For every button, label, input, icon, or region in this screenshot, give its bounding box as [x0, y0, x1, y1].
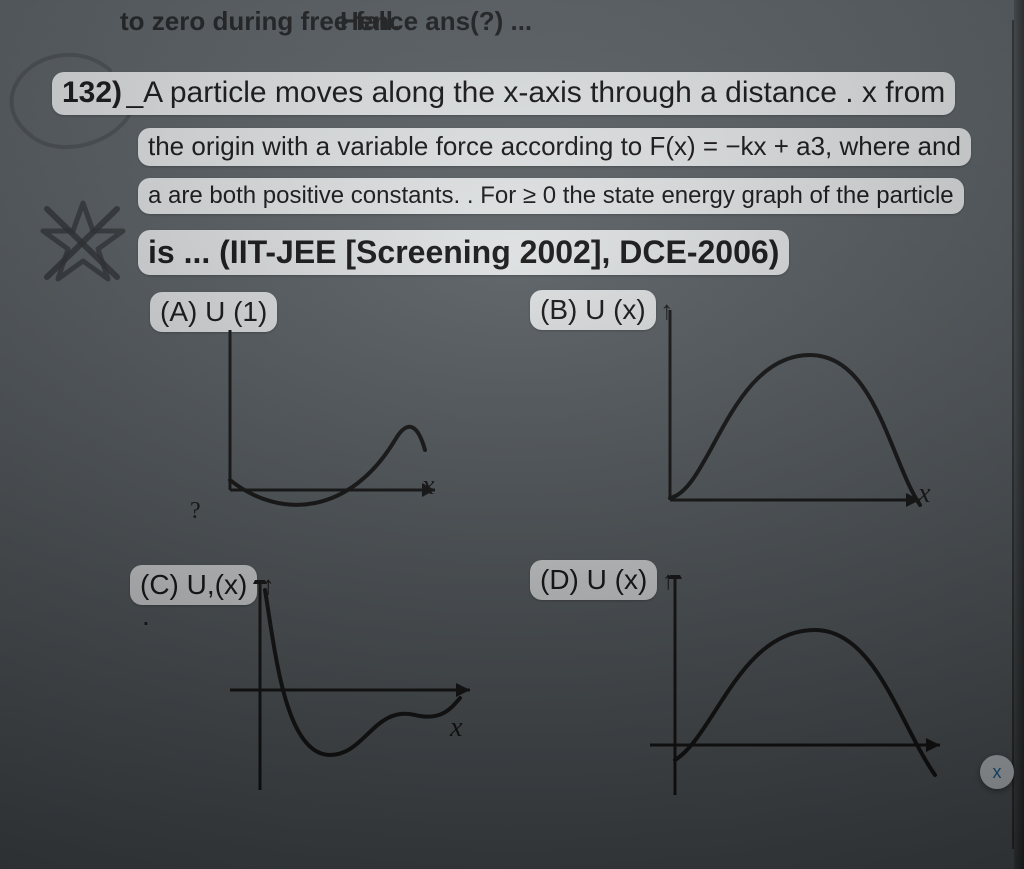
- option-c-plot: [190, 580, 490, 810]
- question-line3-wrap: a are both positive constants. . For ≥ 0…: [138, 178, 964, 214]
- option-a-qmark: ?: [190, 498, 201, 525]
- prev-line-text2: Hence ans(?) ...: [340, 6, 532, 36]
- floating-x-badge[interactable]: x: [980, 755, 1014, 789]
- option-d-plot: [620, 575, 960, 815]
- crossed-star-icon: [35, 195, 130, 290]
- question-line2: the origin with a variable force accordi…: [138, 128, 971, 166]
- page-root: to zero during free fall. Hence ans(?) .…: [0, 0, 1024, 869]
- floating-x-badge-text: x: [993, 762, 1002, 783]
- option-b-plot: [620, 310, 940, 530]
- question-line2-wrap: the origin with a variable force accordi…: [138, 128, 971, 166]
- option-a-label-wrap: (A) U (1): [150, 292, 277, 332]
- option-a-x-axis-label: x: [422, 470, 434, 502]
- prev-line-fragment-2: Hence ans(?) ...: [340, 6, 532, 37]
- question-number-line: 132) _A particle moves along the x-axis …: [52, 72, 955, 115]
- question-line1-hl: 132) _A particle moves along the x-axis …: [52, 72, 955, 115]
- option-a-label: (A) U (1): [150, 292, 277, 332]
- page-right-shadow: [1014, 0, 1024, 869]
- question-line1: _A particle moves along the x-axis throu…: [127, 76, 946, 109]
- question-line3: a are both positive constants. . For ≥ 0…: [138, 178, 964, 214]
- option-a-plot: [200, 330, 460, 530]
- question-line4: is ... (IIT-JEE [Screening 2002], DCE-20…: [138, 230, 789, 275]
- question-number: 132): [62, 76, 122, 109]
- question-line4-wrap: is ... (IIT-JEE [Screening 2002], DCE-20…: [138, 230, 789, 275]
- option-c-x-axis-label: x: [450, 712, 462, 744]
- option-c-dot: .: [142, 600, 150, 632]
- option-b-x-axis-label: x: [918, 478, 930, 510]
